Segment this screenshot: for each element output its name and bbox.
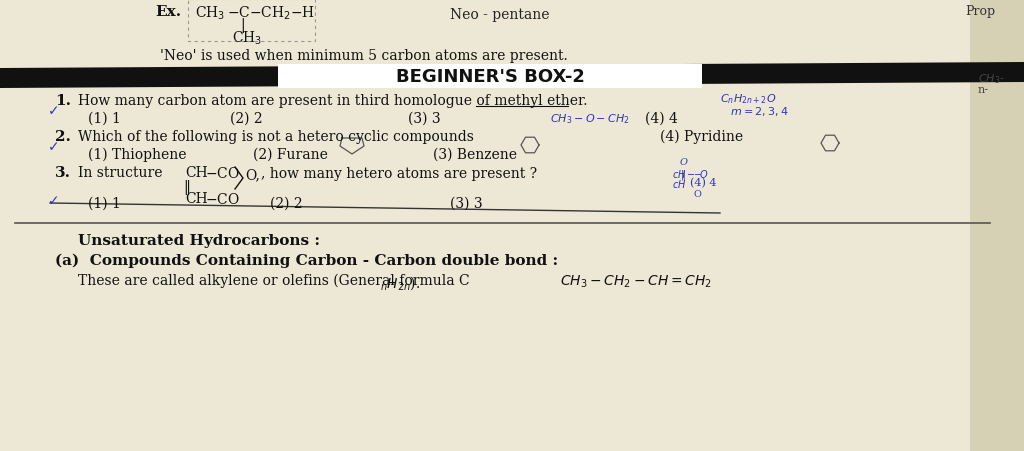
Text: ✓: ✓ xyxy=(48,104,59,118)
Text: O,: O, xyxy=(245,168,260,182)
Text: Ex.: Ex. xyxy=(155,5,181,19)
Text: Unsaturated Hydrocarbons :: Unsaturated Hydrocarbons : xyxy=(78,234,319,248)
Text: (a)  Compounds Containing Carbon - Carbon double bond :: (a) Compounds Containing Carbon - Carbon… xyxy=(55,253,558,268)
Text: (2) Furane: (2) Furane xyxy=(253,147,328,161)
Text: $CH_3-O-CH_2$: $CH_3-O-CH_2$ xyxy=(550,112,630,125)
Text: (3) 3: (3) 3 xyxy=(408,112,440,126)
Text: $-$CO: $-$CO xyxy=(205,166,240,180)
Text: $_nH_{2n}$).: $_nH_{2n}$). xyxy=(380,273,420,291)
Text: (1) Thiophene: (1) Thiophene xyxy=(88,147,186,162)
Text: CH$_3$: CH$_3$ xyxy=(195,5,225,23)
Text: How many carbon atom are present in third homologue of methyl ether.: How many carbon atom are present in thir… xyxy=(78,94,588,108)
Text: (4) 4: (4) 4 xyxy=(645,112,678,126)
Text: Neo - pentane: Neo - pentane xyxy=(451,8,550,22)
Text: (1) 1: (1) 1 xyxy=(88,197,121,211)
Text: (4) Pyridine: (4) Pyridine xyxy=(660,130,743,144)
Text: O: O xyxy=(680,158,688,166)
Text: (3) 3: (3) 3 xyxy=(450,197,482,211)
Text: Prop: Prop xyxy=(965,5,995,18)
Text: n-: n- xyxy=(978,85,989,95)
Text: In structure: In structure xyxy=(78,166,163,179)
Text: $-$C$-$CH$_2$$-$H: $-$C$-$CH$_2$$-$H xyxy=(227,5,315,23)
Text: These are called alkylene or olefins (General formula C: These are called alkylene or olefins (Ge… xyxy=(78,273,470,288)
Text: (2) 2: (2) 2 xyxy=(270,197,303,211)
Text: 'Neo' is used when minimum 5 carbon atoms are present.: 'Neo' is used when minimum 5 carbon atom… xyxy=(160,49,567,63)
Text: O: O xyxy=(694,189,701,198)
Text: $CH_3$-: $CH_3$- xyxy=(978,72,1005,86)
FancyBboxPatch shape xyxy=(970,0,1024,451)
Text: ✓: ✓ xyxy=(48,193,59,207)
Text: Which of the following is not a hetero cyclic compounds: Which of the following is not a hetero c… xyxy=(78,130,474,144)
Text: 2.: 2. xyxy=(55,130,71,144)
Text: $-$CO: $-$CO xyxy=(205,192,240,207)
Text: , how many hetero atoms are present ?: , how many hetero atoms are present ? xyxy=(261,166,538,180)
Text: $m=2,3,4$: $m=2,3,4$ xyxy=(730,105,788,118)
Text: CH: CH xyxy=(185,192,208,206)
Text: ‖: ‖ xyxy=(183,179,190,194)
Text: (3) Benzene: (3) Benzene xyxy=(433,147,517,161)
Text: 1.: 1. xyxy=(55,94,71,108)
Text: (1) 1: (1) 1 xyxy=(88,112,121,126)
Text: $CH_3-CH_2-CH=CH_2$: $CH_3-CH_2-CH=CH_2$ xyxy=(560,273,712,290)
Text: $cH-\!\!\!-\!\!\!O$: $cH-\!\!\!-\!\!\!O$ xyxy=(672,168,709,179)
Text: (4) 4: (4) 4 xyxy=(690,178,717,188)
Text: (2) 2: (2) 2 xyxy=(230,112,262,126)
Text: |: | xyxy=(241,18,246,33)
Text: $\|$: $\|$ xyxy=(680,168,686,182)
Text: ✓: ✓ xyxy=(48,140,59,154)
Text: CH: CH xyxy=(185,166,208,179)
Text: $C_nH_{2n+2}O$: $C_nH_{2n+2}O$ xyxy=(720,92,776,106)
Text: 3.: 3. xyxy=(55,166,71,179)
Text: CH$_3$: CH$_3$ xyxy=(232,30,262,47)
Polygon shape xyxy=(0,63,1024,89)
FancyBboxPatch shape xyxy=(278,65,702,89)
Text: $cH$: $cH$ xyxy=(672,178,686,189)
Text: BEGINNER'S BOX-2: BEGINNER'S BOX-2 xyxy=(395,68,585,86)
